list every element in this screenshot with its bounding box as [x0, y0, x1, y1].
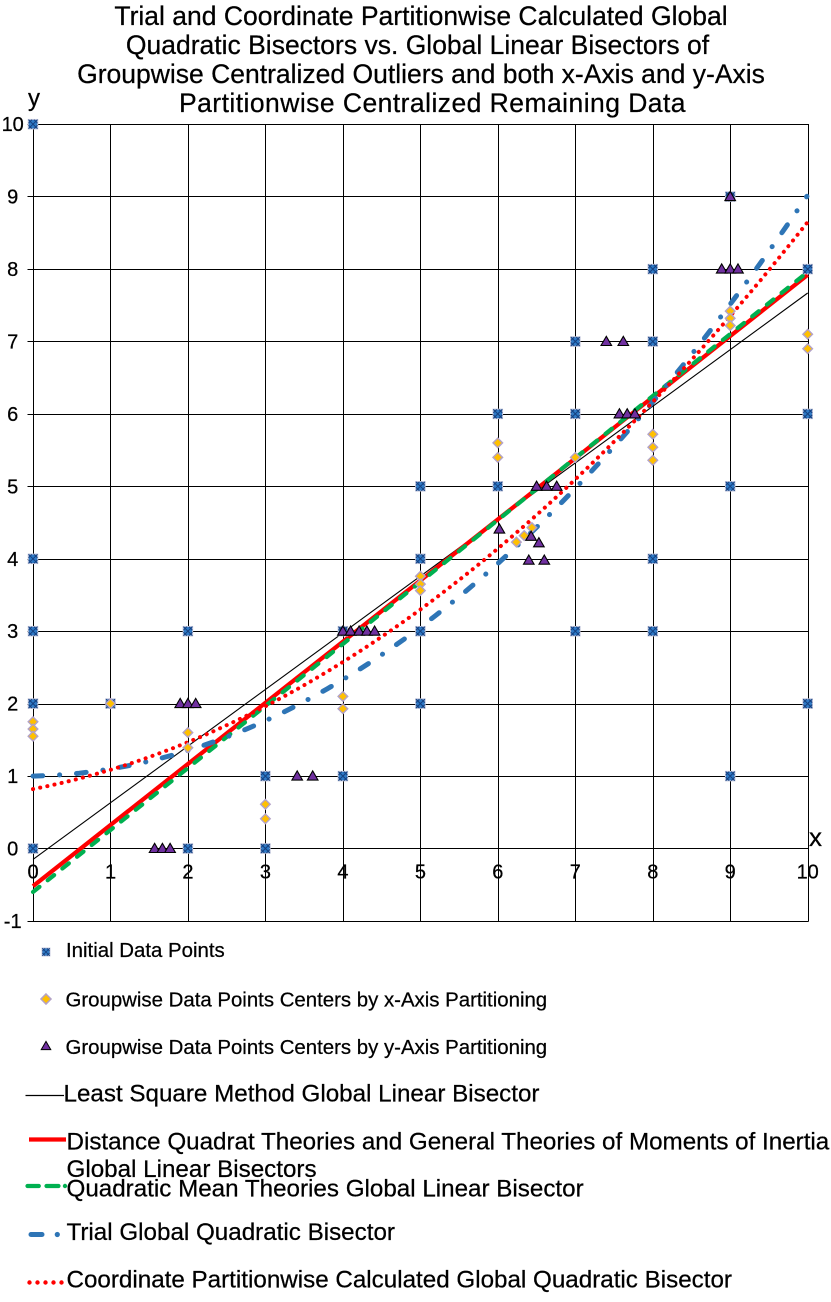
- svg-text:Trial and Coordinate Partition: Trial and Coordinate Partitionwise Calcu…: [114, 1, 727, 31]
- svg-text:Global Linear Bisectors: Global Linear Bisectors: [67, 1156, 317, 1183]
- svg-text:Trial Global Quadratic Bisecto: Trial Global Quadratic Bisector: [67, 1219, 395, 1246]
- svg-text:4: 4: [7, 549, 18, 571]
- svg-text:6: 6: [492, 862, 503, 884]
- svg-text:3: 3: [7, 621, 18, 643]
- svg-text:Distance Quadrat Theories and: Distance Quadrat Theories and General Th…: [67, 1129, 830, 1156]
- svg-text:5: 5: [7, 476, 18, 498]
- svg-text:5: 5: [415, 862, 426, 884]
- svg-text:1: 1: [105, 862, 116, 884]
- svg-text:0: 0: [7, 839, 18, 861]
- svg-text:3: 3: [260, 862, 271, 884]
- svg-text:10: 10: [2, 114, 24, 136]
- svg-text:6: 6: [7, 404, 18, 426]
- svg-text:Groupwise Data Points Centers: Groupwise Data Points Centers by y-Axis …: [66, 1037, 548, 1059]
- svg-text:y: y: [28, 85, 40, 112]
- svg-text:-1: -1: [4, 911, 22, 933]
- svg-text:4: 4: [337, 862, 348, 884]
- svg-text:Initial Data Points: Initial Data Points: [66, 940, 225, 962]
- svg-text:Quadratic Mean Theories Global: Quadratic Mean Theories Global Linear Bi…: [67, 1175, 584, 1202]
- svg-text:8: 8: [7, 259, 18, 281]
- svg-text:Partitionwise Centralized Rema: Partitionwise Centralized Remaining Data: [179, 88, 686, 118]
- svg-text:Quadratic Bisectors vs. Global: Quadratic Bisectors vs. Global Linear Bi…: [126, 30, 710, 60]
- svg-text:0: 0: [27, 862, 38, 884]
- svg-text:Groupwise Centralized Outliers: Groupwise Centralized Outliers and both …: [77, 59, 765, 89]
- svg-text:Least Square Method Global Lin: Least Square Method Global Linear Bisect…: [64, 1081, 540, 1108]
- svg-text:9: 9: [7, 187, 18, 209]
- svg-text:1: 1: [7, 766, 18, 788]
- svg-text:x: x: [809, 822, 822, 852]
- svg-text:Groupwise Data Points Centers: Groupwise Data Points Centers by x-Axis …: [66, 990, 548, 1012]
- svg-text:Coordinate Partitionwise Calcu: Coordinate Partitionwise Calculated Glob…: [67, 1267, 733, 1294]
- svg-text:2: 2: [7, 694, 18, 716]
- svg-text:7: 7: [7, 332, 18, 354]
- svg-text:7: 7: [570, 862, 581, 884]
- svg-text:2: 2: [182, 862, 193, 884]
- svg-text:9: 9: [725, 862, 736, 884]
- svg-text:8: 8: [647, 862, 658, 884]
- svg-text:10: 10: [797, 862, 819, 884]
